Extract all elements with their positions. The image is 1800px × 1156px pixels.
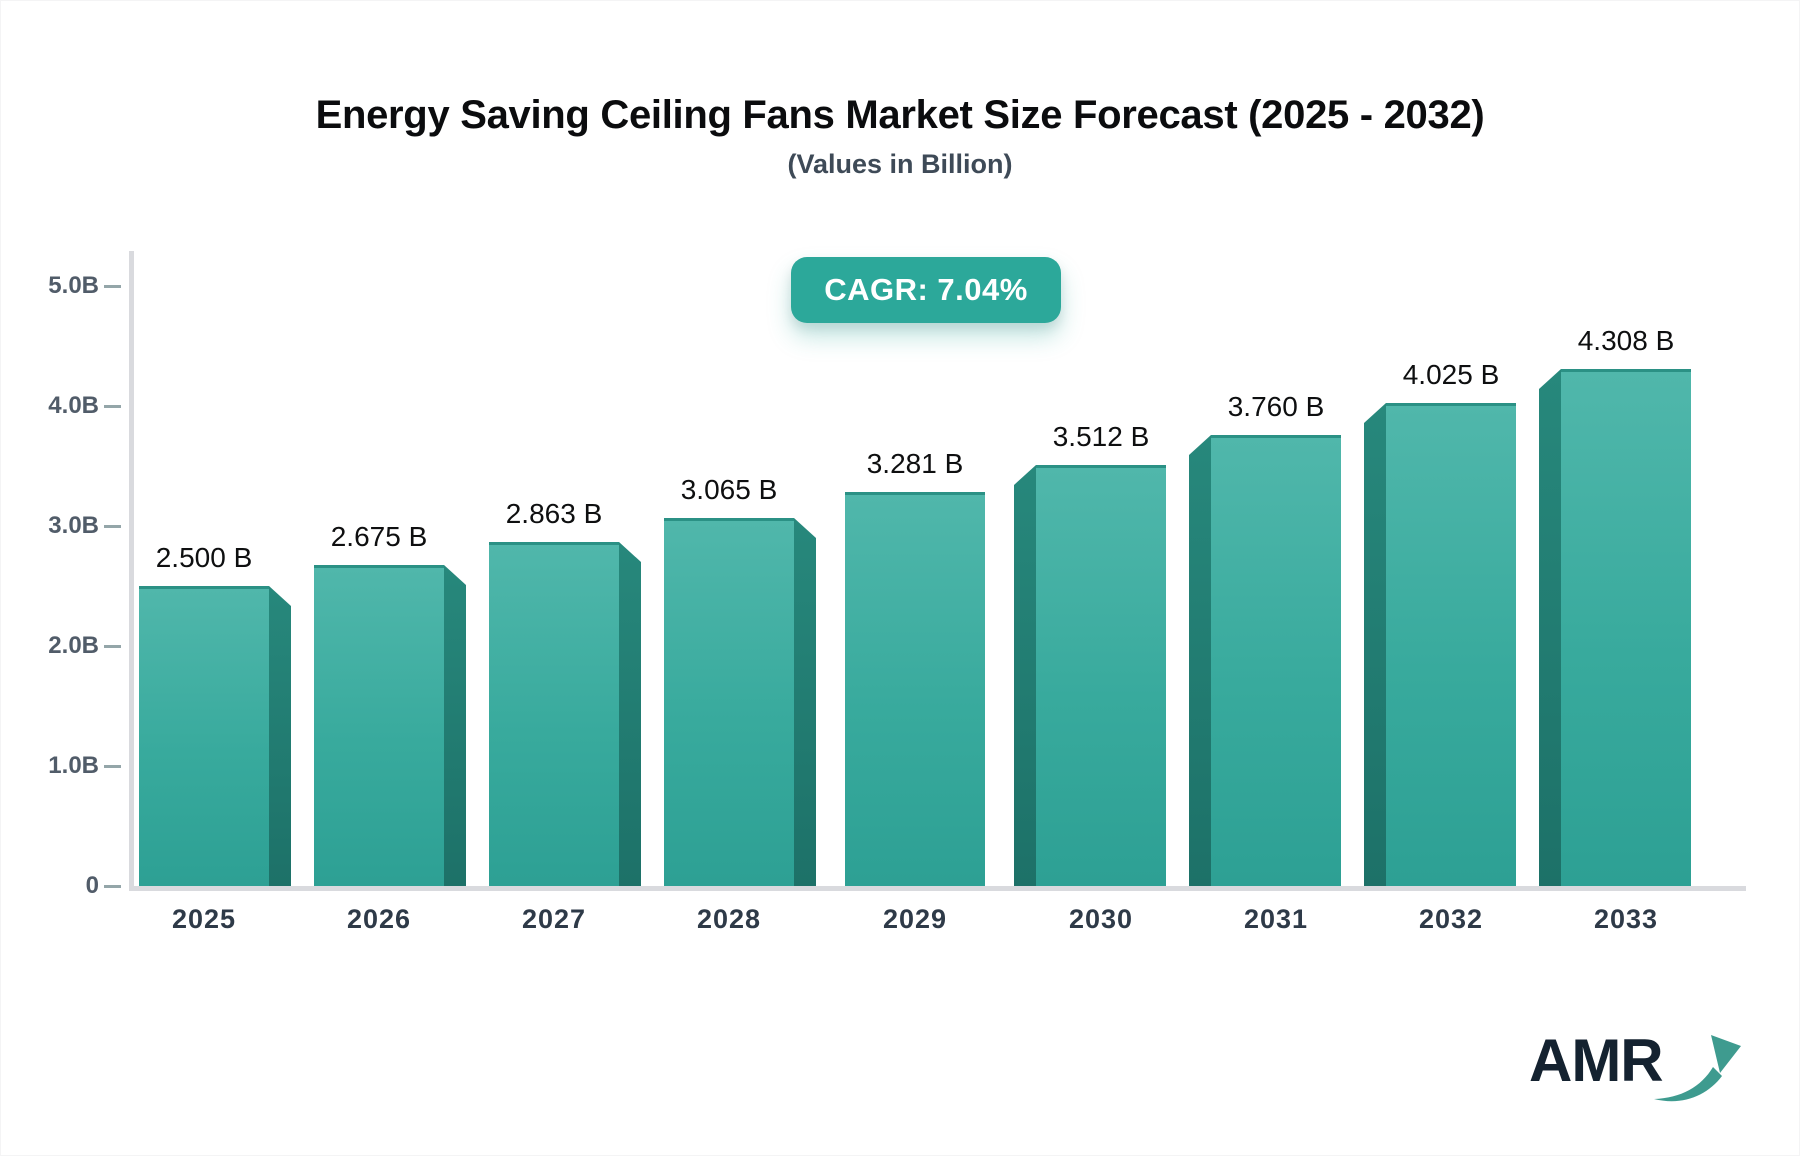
bar-face-2025[interactable] [139, 586, 269, 886]
bar-side-face [1539, 369, 1561, 886]
bar-2028[interactable] [664, 518, 816, 886]
bar-face-2032[interactable] [1386, 403, 1516, 886]
y-tick-mark [104, 885, 121, 888]
y-tick-mark [104, 645, 121, 648]
cagr-badge: CAGR: 7.04% [791, 257, 1061, 323]
bar-side-face [1189, 435, 1211, 886]
bar-face-2029[interactable] [845, 492, 985, 886]
bar-side-face [269, 586, 291, 886]
y-tick-mark [104, 525, 121, 528]
y-tick-label-1.0B: 1.0B [48, 752, 99, 779]
bar-side-face [794, 518, 816, 886]
bar-value-label-2033: 4.308 B [1577, 325, 1675, 356]
bar-value-label-2025: 2.500 B [155, 542, 253, 573]
bar-side-face [619, 542, 641, 886]
x-axis-label-2029: 2029 [882, 904, 948, 934]
y-tick-mark [104, 405, 121, 408]
x-axis-label-2033: 2033 [1593, 904, 1659, 934]
x-axis-label-2025: 2025 [171, 904, 237, 934]
bar-value-label-2026: 2.675 B [330, 521, 428, 552]
y-tick-label-2.0B: 2.0B [48, 632, 99, 659]
bar-2030[interactable] [1014, 465, 1166, 886]
bar-face-2031[interactable] [1211, 435, 1341, 886]
bar-value-label-2032: 4.025 B [1402, 359, 1500, 390]
y-tick-mark [104, 765, 121, 768]
y-tick-label-4.0B: 4.0B [48, 392, 99, 419]
bar-face-2030[interactable] [1036, 465, 1166, 886]
bar-face-2026[interactable] [314, 565, 444, 886]
y-tick-label-0: 0 [85, 872, 99, 899]
bar-side-face [444, 565, 466, 886]
chart-title: Energy Saving Ceiling Fans Market Size F… [315, 93, 1485, 137]
x-axis-label-2031: 2031 [1243, 904, 1309, 934]
bar-2026[interactable] [314, 565, 466, 886]
bar-value-label-2029: 3.281 B [866, 448, 964, 479]
bar-face-2028[interactable] [664, 518, 794, 886]
bar-value-label-2027: 2.863 B [505, 498, 603, 529]
y-axis-line [129, 251, 134, 891]
x-axis-label-2032: 2032 [1418, 904, 1484, 934]
bar-value-label-2028: 3.065 B [680, 474, 778, 505]
y-tick-mark [104, 285, 121, 288]
x-axis-label-2028: 2028 [696, 904, 762, 934]
x-axis-baseline [129, 886, 1746, 891]
bar-value-label-2030: 3.512 B [1052, 421, 1150, 452]
bar-side-face [1364, 403, 1386, 886]
x-axis-label-2030: 2030 [1068, 904, 1134, 934]
growth-arrow-icon [1651, 1031, 1743, 1112]
x-axis-label-2026: 2026 [346, 904, 412, 934]
y-tick-label-5.0B: 5.0B [48, 272, 99, 299]
chart-subtitle: (Values in Billion) [787, 149, 1013, 179]
bar-2025[interactable] [139, 586, 291, 886]
bar-2032[interactable] [1364, 403, 1516, 886]
bar-face-2027[interactable] [489, 542, 619, 886]
bar-2031[interactable] [1189, 435, 1341, 886]
y-tick-label-3.0B: 3.0B [48, 512, 99, 539]
bar-2033[interactable] [1539, 369, 1691, 886]
x-axis-label-2027: 2027 [521, 904, 587, 934]
amr-logo-text: AMR [1529, 1027, 1664, 1094]
bar-value-label-2031: 3.760 B [1227, 391, 1325, 422]
amr-logo: AMR [1529, 1029, 1743, 1112]
cagr-badge-label: CAGR: 7.04% [824, 272, 1028, 307]
bar-face-2033[interactable] [1561, 369, 1691, 886]
bar-side-face [1014, 465, 1036, 886]
bar-2029[interactable] [839, 492, 991, 886]
bar-2027[interactable] [489, 542, 641, 886]
